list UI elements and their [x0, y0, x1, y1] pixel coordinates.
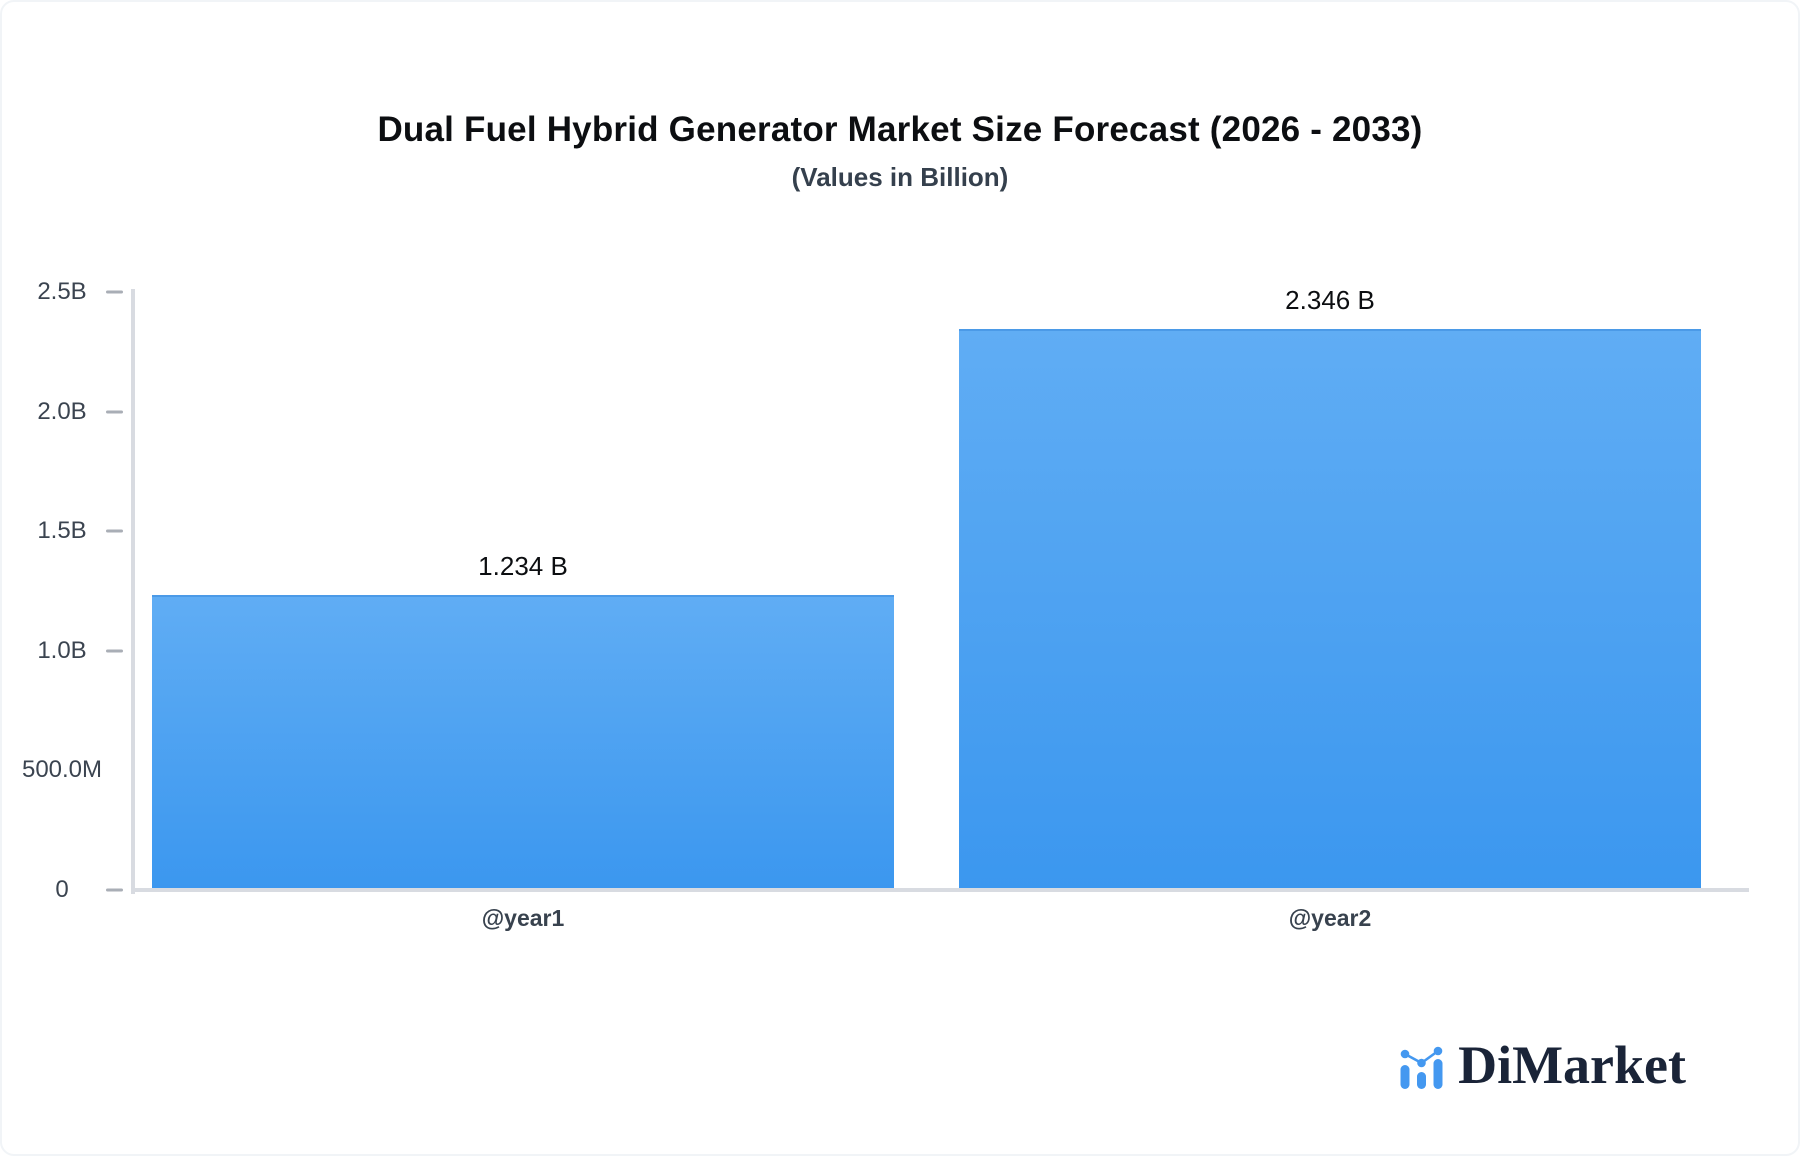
dimarket-logo: DiMarket: [1398, 1038, 1686, 1092]
y-axis-tick-mark: [106, 529, 123, 533]
y-axis-tick-label: 500.0M: [21, 756, 103, 784]
y-axis-tick-label: 2.5B: [37, 278, 87, 305]
dimarket-logo-icon: [1400, 1046, 1443, 1089]
y-axis-tick-label: 2.0B: [37, 397, 87, 425]
y-axis-tick-mark: [106, 290, 123, 294]
chart-title: Dual Fuel Hybrid Generator Market Size F…: [377, 110, 1423, 149]
y-axis-tick-mark: [106, 649, 123, 653]
x-axis-category-label: @year1: [481, 905, 565, 931]
chart-subtitle: (Values in Billion): [791, 162, 1009, 192]
bar-value-label: 2.346 B: [1285, 284, 1375, 315]
bar-year1: [152, 594, 894, 890]
y-axis-tick-mark: [106, 888, 123, 892]
y-axis-tick-mark: [106, 410, 123, 414]
x-axis-category-label: @year2: [1288, 905, 1372, 931]
bar-value-label: 1.234 B: [478, 550, 568, 581]
y-axis-tick-label: 0: [55, 876, 69, 903]
dimarket-logo-text: DiMarket: [1458, 1035, 1686, 1095]
x-axis-line: [131, 888, 1749, 892]
y-axis-tick-label: 1.0B: [37, 636, 87, 664]
y-axis-line: [131, 289, 135, 894]
bar-year2: [959, 328, 1701, 890]
y-axis-tick-label: 1.5B: [37, 517, 87, 545]
